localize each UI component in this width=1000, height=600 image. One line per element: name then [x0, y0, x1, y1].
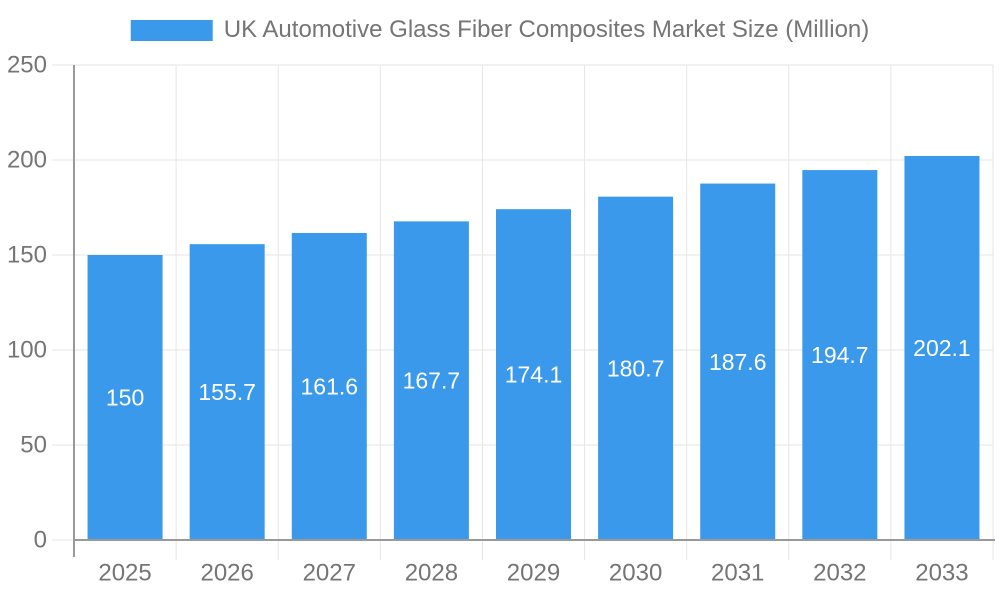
x-tick-label: 2031 [711, 560, 764, 587]
bar-2032[interactable] [802, 170, 878, 540]
bar-value-label: 194.7 [811, 342, 869, 368]
bar-2025[interactable] [87, 255, 163, 540]
bar-value-label: 155.7 [198, 379, 256, 405]
x-tick-label: 2032 [813, 560, 866, 587]
bar-2031[interactable] [700, 183, 776, 540]
x-tick-label: 2030 [609, 560, 662, 587]
legend-swatch[interactable] [130, 19, 213, 41]
x-tick-label: 2026 [200, 560, 253, 587]
x-tick-label: 2033 [915, 560, 968, 587]
bar-2029[interactable] [496, 209, 571, 540]
x-tick-label: 2028 [405, 560, 458, 587]
bar-2026[interactable] [189, 244, 265, 541]
bar-value-label: 187.6 [709, 349, 767, 375]
bar-value-label: 161.6 [300, 373, 358, 399]
bar-value-label: 180.7 [607, 355, 665, 381]
bar-2033[interactable] [904, 156, 980, 540]
bar-2028[interactable] [393, 221, 469, 540]
y-tick-label: 200 [7, 147, 47, 174]
x-tick-label: 2029 [507, 560, 560, 587]
bar-value-label: 174.1 [505, 362, 563, 388]
bar-value-label: 150 [106, 385, 144, 411]
y-tick-label: 100 [7, 337, 47, 364]
bar-2027[interactable] [291, 232, 367, 540]
bar-value-label: 202.1 [913, 335, 971, 361]
x-tick-label: 2027 [303, 560, 356, 587]
y-tick-label: 150 [7, 242, 47, 269]
legend-label[interactable]: UK Automotive Glass Fiber Composites Mar… [223, 16, 870, 43]
y-tick-label: 250 [7, 52, 47, 79]
y-tick-label: 0 [34, 527, 47, 554]
y-tick-label: 50 [20, 432, 47, 459]
bar-value-label: 167.7 [403, 368, 461, 394]
bar-2030[interactable] [598, 196, 674, 541]
legend: UK Automotive Glass Fiber Composites Mar… [130, 16, 870, 44]
x-tick-label: 2025 [98, 560, 151, 587]
